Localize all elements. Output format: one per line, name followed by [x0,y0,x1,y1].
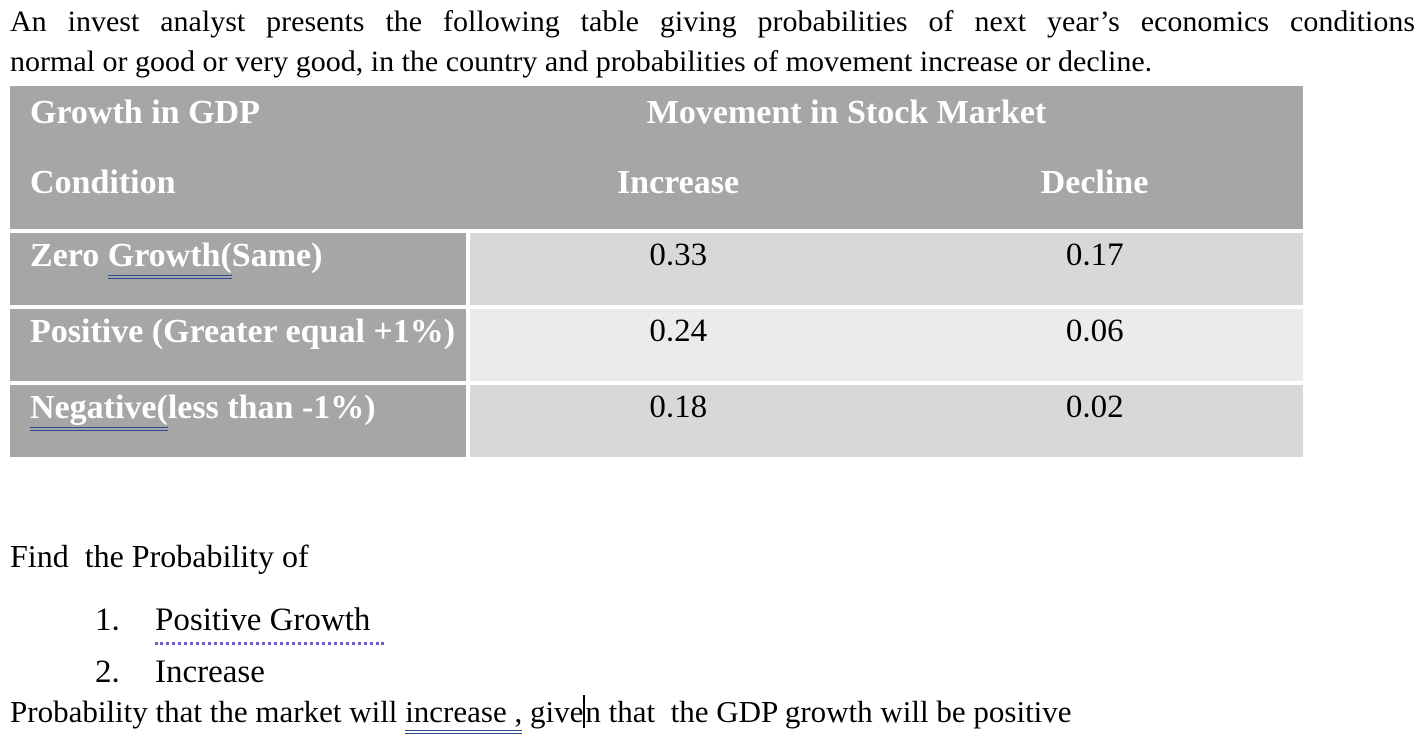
probability-table: Growth in GDP Condition Movement in Stoc… [10,86,1303,457]
label-text: Positive (Greater equal +1%) [30,313,456,350]
list-item-positive-growth[interactable]: 1. Positive Growth [95,602,385,645]
intro-line-2: normal or good or very good, in the coun… [10,45,1153,78]
footer-sentence[interactable]: Probability that the market will increas… [10,694,1072,734]
row-values: 0.24 0.06 [470,309,1303,381]
header-increase: Increase [616,164,740,201]
cell-positive-growth-decline[interactable]: 0.06 [1065,313,1124,349]
row-values: 0.33 0.17 [470,233,1303,305]
intro-line-1: An invest analyst presents the following… [10,5,1415,38]
cell-zero-growth-increase[interactable]: 0.33 [649,237,708,273]
footer-text: give [522,694,584,729]
text-cursor [583,695,586,728]
label-text: Same) [231,237,323,274]
list-item-text: Increase [155,654,265,690]
footer-text: n that the GDP growth will be positive [585,694,1072,729]
find-probability-heading[interactable]: Find the Probability of [10,538,309,574]
header-growth-in-gdp: Growth in GDP [30,94,260,131]
table-header[interactable]: Growth in GDP Condition Movement in Stoc… [10,86,1303,229]
table-row: Positive (Greater equal +1%) 0.24 0.06 [10,309,1303,381]
row-label-zero-growth[interactable]: Zero Growth(Same) [10,233,470,305]
grammar-check-underline: Negative( [30,389,168,431]
intro-paragraph[interactable]: An invest analyst presents the following… [10,2,1415,82]
label-text: Zero [30,237,108,274]
header-condition: Condition [30,164,176,201]
cell-positive-growth-increase[interactable]: 0.24 [649,313,708,349]
row-label-positive-growth[interactable]: Positive (Greater equal +1%) [10,309,470,381]
header-decline: Decline [1040,164,1149,201]
row-values: 0.18 0.02 [470,385,1303,457]
label-text: less than -1%) [167,389,376,426]
table-row: Zero Growth(Same) 0.33 0.17 [10,233,1303,305]
list-number: 2. [95,654,120,690]
grammar-check-underline: increase , [405,694,523,734]
list-number: 1. [95,602,120,638]
grammar-check-underline: Growth( [107,237,232,279]
header-movement-in-stock-market: Movement in Stock Market [646,94,1047,131]
list-item-text: Positive Growth [155,602,385,645]
cell-negative-growth-decline[interactable]: 0.02 [1065,389,1124,425]
cell-negative-growth-increase[interactable]: 0.18 [649,389,708,425]
row-label-negative-growth[interactable]: Negative(less than -1%) [10,385,470,457]
cell-zero-growth-decline[interactable]: 0.17 [1065,237,1124,273]
list-item-increase[interactable]: 2. Increase [95,654,265,691]
footer-text: Probability that the market will [10,694,406,729]
table-row: Negative(less than -1%) 0.18 0.02 [10,385,1303,457]
